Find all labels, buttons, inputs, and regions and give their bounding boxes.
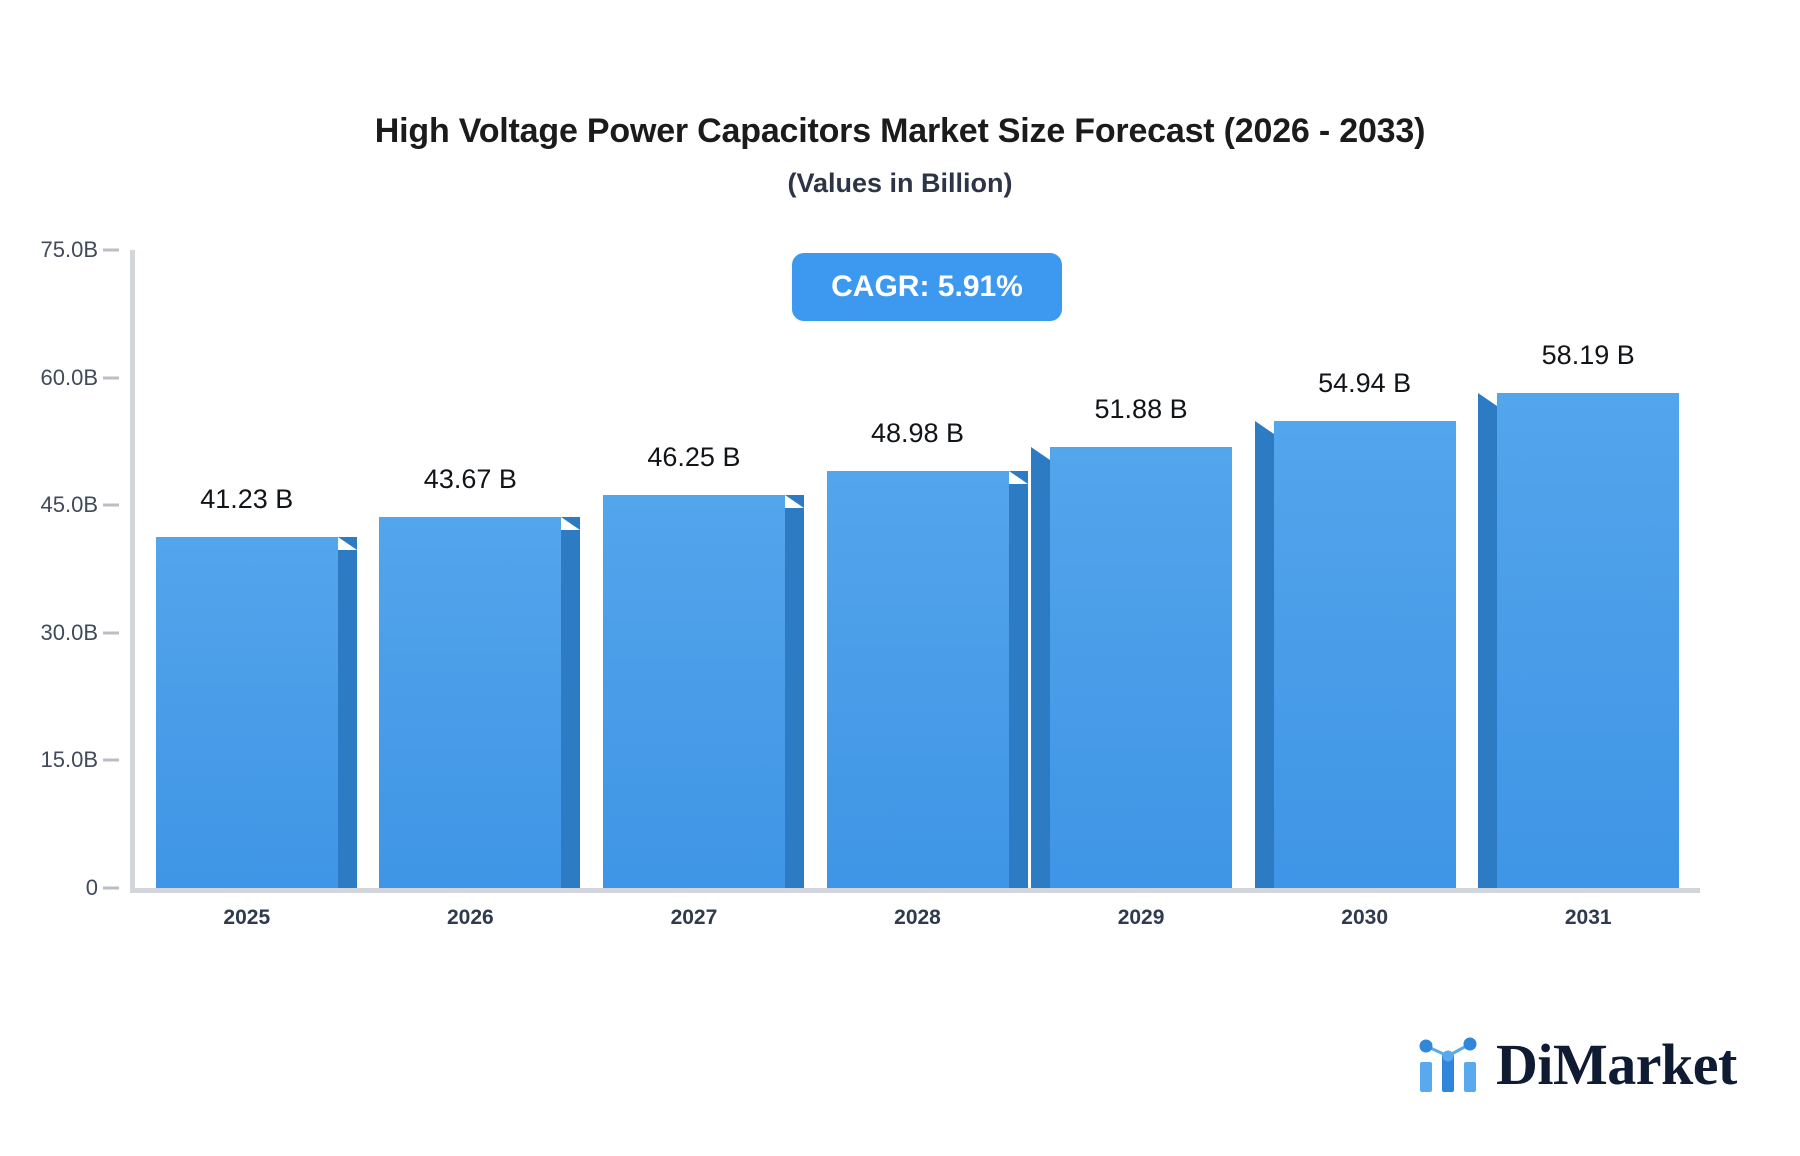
y-axis-tick-mark [103, 886, 119, 890]
y-axis-tick-label: 75.0B [40, 237, 99, 262]
cagr-badge: CAGR: 5.91% [792, 253, 1062, 321]
y-axis-tick-label: 60.0B [40, 364, 99, 390]
x-axis-tick-label: 2029 [1117, 906, 1165, 929]
bar-value-label: 48.98 B [870, 418, 965, 449]
bar-side-face [1254, 433, 1274, 888]
bar-value-label: 41.23 B [200, 484, 294, 515]
bar-value-label: 54.94 B [1318, 367, 1412, 398]
y-axis-tick-label: 30.0B [40, 619, 99, 645]
bar-2025[interactable]: 41.23 B [155, 250, 357, 888]
y-axis-tick-mark [103, 631, 119, 635]
y-axis-tick-label: 15.0B [40, 747, 99, 773]
x-axis-tick-label: 2028 [894, 906, 941, 929]
x-axis-tick-label: 2027 [670, 906, 718, 929]
bar-value-label: 43.67 B [423, 463, 517, 494]
x-axis-tick-label: 2030 [1341, 906, 1388, 929]
bar-top-bevel [1031, 446, 1051, 460]
bar-front-face [1497, 393, 1680, 888]
bar-side-face [784, 507, 804, 888]
bar-side-face [337, 550, 357, 888]
plot-area: 41.23 B 43.67 B 46.25 B 48.98 B 51.88 B 54.94… [130, 250, 1700, 893]
bar-series: 41.23 B 43.67 B 46.25 B 48.98 B 51.88 B 54.94… [135, 250, 1700, 888]
bar-top-bevel [561, 516, 581, 530]
chart-subtitle: (Values in Billion) [787, 168, 1013, 198]
bar-value-label: 58.19 B [1541, 340, 1635, 370]
x-axis-tick-label: 2026 [446, 906, 494, 929]
bar-side-face [561, 529, 581, 888]
bar-front-face [155, 537, 338, 888]
y-axis-tick-label: 0 [85, 875, 98, 900]
x-axis-tick-label: 2031 [1564, 906, 1612, 929]
bar-top-bevel [1008, 471, 1028, 485]
bar-side-face [1031, 459, 1051, 888]
bar-2027[interactable]: 46.25 B [602, 250, 804, 888]
bar-side-face [1008, 484, 1028, 888]
cagr-badge-label: CAGR: 5.91% [831, 270, 1023, 303]
bar-top-bevel [1254, 420, 1274, 434]
y-axis-tick-mark [103, 758, 119, 762]
bar-chart-icon [1418, 1036, 1482, 1094]
brand-logo-text: DiMarket [1496, 1032, 1737, 1097]
bar-2026[interactable]: 43.67 B [379, 250, 581, 888]
y-axis-tick-label: 45.0B [40, 492, 99, 518]
x-axis-line [130, 888, 1700, 893]
y-axis-line [130, 250, 135, 890]
bar-value-label: 51.88 B [1094, 393, 1188, 424]
bar-2029[interactable]: 51.88 B [1031, 250, 1233, 888]
y-axis-tick-mark [103, 503, 119, 507]
bar-front-face [379, 516, 562, 888]
chart-title: High Voltage Power Capacitors Market Siz… [374, 112, 1426, 150]
bar-side-face [1478, 406, 1498, 888]
bar-top-bevel [784, 494, 804, 508]
y-axis-tick-mark [103, 376, 119, 380]
bar-front-face [1050, 446, 1233, 888]
y-axis-tick-mark [103, 248, 119, 252]
bar-front-face [826, 471, 1009, 888]
bar-front-face [1273, 420, 1456, 888]
bar-2030[interactable]: 54.94 B [1254, 250, 1456, 888]
bar-top-bevel [337, 537, 357, 551]
bar-2028[interactable]: 48.98 B [826, 250, 1028, 888]
bar-value-label: 46.25 B [647, 441, 741, 472]
bar-2031[interactable]: 58.19 B [1478, 250, 1680, 888]
x-axis-tick-label: 2025 [223, 906, 271, 929]
brand-logo: DiMarket [1418, 1036, 1737, 1094]
bar-top-bevel [1478, 393, 1498, 406]
bar-front-face [602, 494, 785, 888]
